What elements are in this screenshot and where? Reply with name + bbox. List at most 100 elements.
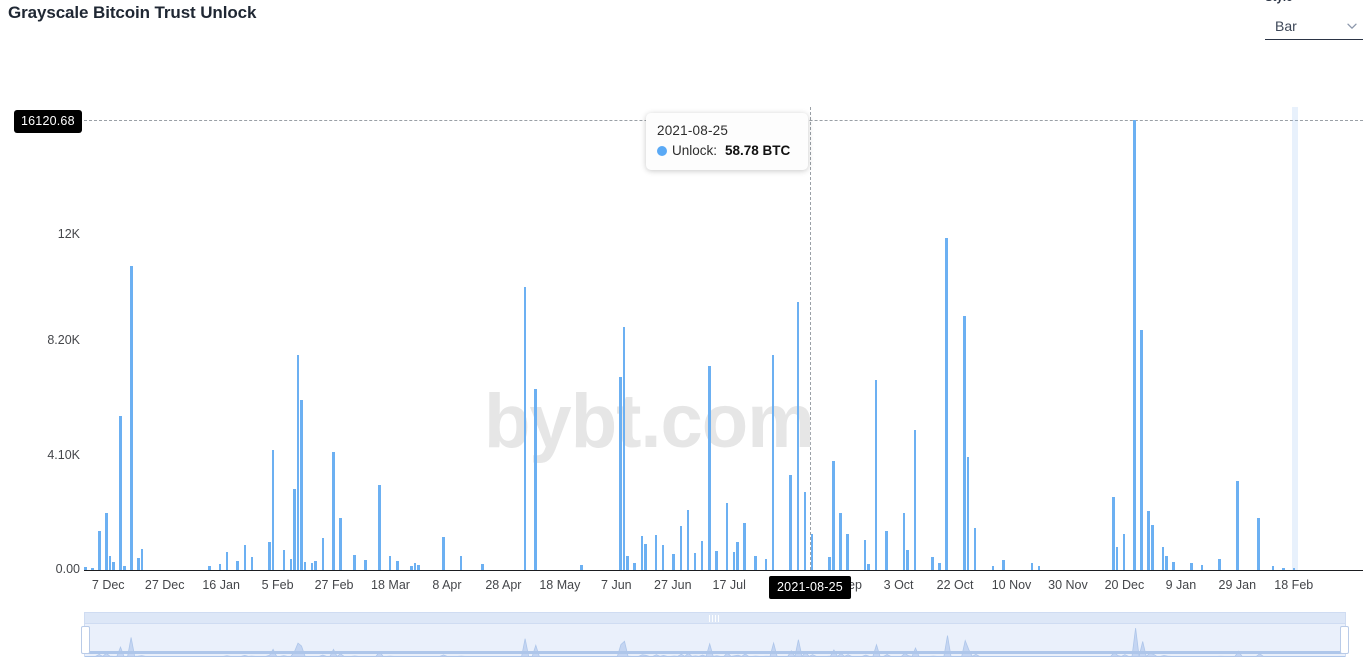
bar[interactable] bbox=[796, 302, 800, 570]
range-navigator[interactable] bbox=[81, 612, 1349, 657]
bar[interactable] bbox=[413, 563, 417, 570]
bar[interactable] bbox=[644, 544, 647, 570]
bar[interactable] bbox=[654, 534, 658, 570]
bar[interactable] bbox=[885, 530, 888, 570]
bar[interactable] bbox=[1002, 560, 1005, 570]
bar[interactable] bbox=[481, 563, 484, 570]
bar[interactable] bbox=[293, 489, 296, 570]
bar[interactable] bbox=[208, 566, 211, 570]
bar[interactable] bbox=[1236, 480, 1239, 570]
bar[interactable] bbox=[105, 512, 108, 570]
bar[interactable] bbox=[693, 552, 697, 570]
bar[interactable] bbox=[867, 564, 871, 570]
bar[interactable] bbox=[991, 566, 995, 570]
bar[interactable] bbox=[906, 550, 910, 570]
navigator-drag-bar[interactable] bbox=[85, 613, 1345, 624]
bar[interactable] bbox=[661, 544, 665, 570]
bar[interactable] bbox=[112, 561, 115, 570]
bar[interactable] bbox=[707, 366, 711, 570]
bar[interactable] bbox=[902, 512, 906, 570]
bar[interactable] bbox=[271, 449, 275, 570]
bar[interactable] bbox=[966, 456, 970, 570]
bar[interactable] bbox=[753, 555, 757, 570]
bar[interactable] bbox=[459, 556, 463, 570]
bar[interactable] bbox=[534, 388, 537, 570]
bar[interactable] bbox=[1292, 568, 1296, 570]
bar[interactable] bbox=[395, 560, 399, 570]
bar[interactable] bbox=[332, 452, 335, 570]
bar[interactable] bbox=[839, 513, 842, 570]
bar[interactable] bbox=[353, 554, 356, 570]
navigator-handle-right[interactable] bbox=[1340, 626, 1349, 654]
bar[interactable] bbox=[122, 565, 126, 570]
bar[interactable] bbox=[289, 558, 293, 570]
bar[interactable] bbox=[700, 540, 704, 570]
bar[interactable] bbox=[945, 237, 948, 570]
bar[interactable] bbox=[243, 545, 247, 570]
bar[interactable] bbox=[98, 530, 101, 570]
bar[interactable] bbox=[963, 315, 966, 570]
bar[interactable] bbox=[137, 558, 140, 570]
bar[interactable] bbox=[1282, 567, 1285, 570]
bar[interactable] bbox=[303, 561, 307, 570]
bar[interactable] bbox=[410, 565, 413, 570]
bar[interactable] bbox=[764, 559, 768, 570]
bar[interactable] bbox=[580, 565, 583, 570]
bar[interactable] bbox=[863, 539, 867, 570]
bar[interactable] bbox=[314, 560, 317, 570]
bar[interactable] bbox=[1147, 511, 1151, 570]
bar[interactable] bbox=[236, 561, 240, 570]
bar[interactable] bbox=[339, 518, 342, 570]
bar[interactable] bbox=[218, 563, 222, 570]
bar[interactable] bbox=[1190, 562, 1193, 570]
bar[interactable] bbox=[91, 568, 94, 570]
bar[interactable] bbox=[442, 537, 445, 570]
bar[interactable] bbox=[626, 556, 629, 570]
bar[interactable] bbox=[119, 416, 123, 570]
bar[interactable] bbox=[296, 355, 300, 570]
bar[interactable] bbox=[633, 563, 637, 570]
bar[interactable] bbox=[789, 475, 793, 570]
bar[interactable] bbox=[250, 557, 254, 570]
bar[interactable] bbox=[130, 265, 133, 570]
bar[interactable] bbox=[973, 527, 977, 570]
bar[interactable] bbox=[679, 525, 683, 570]
bar[interactable] bbox=[1200, 565, 1204, 570]
bar[interactable] bbox=[1122, 533, 1126, 570]
bar[interactable] bbox=[417, 564, 420, 570]
bar[interactable] bbox=[388, 555, 392, 570]
bar[interactable] bbox=[1218, 558, 1221, 570]
bar[interactable] bbox=[725, 503, 729, 570]
bar[interactable] bbox=[1257, 518, 1260, 570]
bar[interactable] bbox=[736, 542, 739, 570]
bar[interactable] bbox=[268, 541, 271, 570]
bar[interactable] bbox=[1140, 329, 1143, 570]
bar[interactable] bbox=[1161, 547, 1165, 570]
bar[interactable] bbox=[1165, 556, 1168, 570]
bar[interactable] bbox=[1151, 525, 1154, 570]
bar[interactable] bbox=[300, 399, 303, 570]
bar[interactable] bbox=[938, 562, 941, 570]
bar[interactable] bbox=[874, 380, 878, 570]
bar[interactable] bbox=[1112, 497, 1115, 570]
bar[interactable] bbox=[378, 484, 381, 570]
bar[interactable] bbox=[771, 355, 775, 570]
bar[interactable] bbox=[831, 461, 835, 570]
bar[interactable] bbox=[931, 557, 934, 570]
bar[interactable] bbox=[715, 550, 718, 570]
bar[interactable] bbox=[1115, 547, 1119, 570]
bar[interactable] bbox=[1172, 561, 1175, 570]
style-select[interactable]: Bar bbox=[1265, 12, 1363, 40]
bar[interactable] bbox=[364, 559, 367, 570]
bar[interactable] bbox=[523, 286, 527, 570]
bar[interactable] bbox=[803, 491, 807, 570]
bar[interactable] bbox=[913, 430, 917, 570]
bar[interactable] bbox=[732, 552, 736, 570]
bar[interactable] bbox=[1030, 563, 1034, 570]
bar[interactable] bbox=[282, 550, 286, 570]
bar[interactable] bbox=[828, 557, 832, 570]
bar[interactable] bbox=[672, 553, 676, 570]
bar[interactable] bbox=[846, 533, 849, 570]
bar[interactable] bbox=[321, 538, 325, 570]
bar[interactable] bbox=[686, 509, 690, 570]
